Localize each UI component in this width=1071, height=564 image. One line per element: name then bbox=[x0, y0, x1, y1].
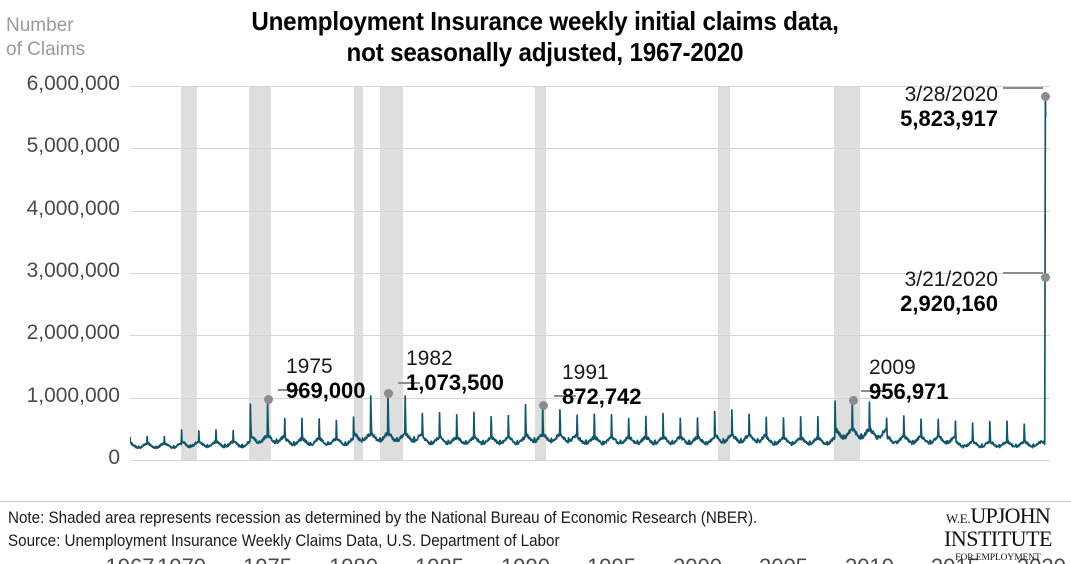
annotation-leader-covid-0328 bbox=[1003, 87, 1043, 89]
x-axis-tick-label: 1990 bbox=[501, 554, 550, 564]
x-axis-tick-label: 1985 bbox=[415, 554, 464, 564]
x-axis-tick-label: 2015 bbox=[931, 554, 980, 564]
x-axis-tick-label: 2010 bbox=[845, 554, 894, 564]
logo-we: W.E. bbox=[946, 511, 971, 526]
annotation-peak-1982: 1982 1,073,500 bbox=[406, 347, 504, 395]
annotation-peak-2009: 2009 956,971 bbox=[869, 356, 949, 404]
annotation-marker-peak-1991 bbox=[539, 401, 549, 411]
footer-divider bbox=[0, 501, 1071, 502]
logo-upjohn: UPJOHN bbox=[970, 503, 1050, 528]
annotation-leader-peak-1982 bbox=[398, 382, 420, 384]
logo-institute: INSTITUTE bbox=[944, 526, 1052, 551]
annotation-marker-peak-2009 bbox=[848, 395, 858, 405]
logo-line-we-upjohn: W.E.UPJOHN bbox=[937, 503, 1059, 528]
annotation-label-peak-2009: 2009 bbox=[869, 356, 916, 379]
footer-note: Note: Shaded area represents recession a… bbox=[8, 509, 758, 527]
annotation-peak-1975: 1975 969,000 bbox=[286, 355, 366, 403]
gridline bbox=[130, 148, 1050, 150]
y-axis-tick-label: 1,000,000 bbox=[26, 383, 120, 407]
annotation-label-peak-1991: 1991 bbox=[562, 361, 609, 384]
x-axis-tick-label: 1980 bbox=[329, 554, 378, 564]
gridline bbox=[130, 86, 1050, 87]
x-axis-tick-label: 2000 bbox=[673, 554, 722, 564]
chart-title-line2: not seasonally adjusted, 1967-2020 bbox=[346, 37, 744, 67]
annotation-marker-covid-0328 bbox=[1041, 92, 1051, 102]
annotation-peak-1991: 1991 872,742 bbox=[562, 361, 642, 409]
annotation-value-covid-0321: 2,920,160 bbox=[900, 291, 998, 316]
annotation-leader-peak-1991 bbox=[554, 395, 576, 397]
annotation-leader-peak-1975 bbox=[278, 389, 300, 391]
plot-area: 6,000,000 5,000,000 4,000,000 3,000,000 2,00… bbox=[27, 72, 1066, 564]
gridline bbox=[130, 210, 1050, 212]
chart-title: Unemployment Insurance weekly initial cl… bbox=[178, 6, 913, 68]
y-axis-title: Number of Claims bbox=[6, 14, 118, 62]
annotation-label-peak-1975: 1975 bbox=[286, 355, 333, 378]
x-axis-tick-label: 2020 bbox=[1017, 554, 1066, 564]
footer-notes: Note: Shaded area represents recession a… bbox=[8, 507, 757, 553]
y-axis-tick-label: 3,000,000 bbox=[26, 259, 120, 282]
x-axis-tick-label: 2005 bbox=[759, 554, 808, 564]
annotation-covid-0321: 3/21/2020 2,920,160 bbox=[843, 268, 998, 316]
gridline bbox=[130, 397, 1050, 399]
annotation-value-peak-2009: 956,971 bbox=[869, 379, 949, 404]
x-axis-tick-label: 1967 bbox=[106, 554, 155, 564]
series-line bbox=[130, 96, 1047, 450]
gridline bbox=[130, 273, 1050, 274]
annotation-value-peak-1975: 969,000 bbox=[286, 378, 366, 403]
annotation-leader-peak-2009 bbox=[861, 390, 883, 392]
y-axis-title-line1: Number bbox=[6, 15, 74, 36]
x-axis-tick-label: 1995 bbox=[587, 554, 636, 564]
annotation-value-peak-1991: 872,742 bbox=[562, 384, 642, 409]
footer-source: Source: Unemployment Insurance Weekly Cl… bbox=[8, 532, 560, 550]
annotation-label-covid-0321: 3/21/2020 bbox=[904, 268, 998, 291]
logo-tagline: FOR EMPLOYMENT RESEARCH bbox=[955, 553, 1041, 563]
x-axis-tick-label: 1970 bbox=[157, 554, 206, 564]
y-axis-tick-label: 5,000,000 bbox=[26, 134, 120, 158]
annotation-covid-0328: 3/28/2020 5,823,917 bbox=[843, 83, 998, 131]
annotation-marker-covid-0321 bbox=[1040, 273, 1050, 283]
annotation-marker-peak-1982 bbox=[384, 388, 394, 398]
y-axis-tick-label: 4,000,000 bbox=[26, 196, 120, 220]
upjohn-institute-logo: W.E.UPJOHN INSTITUTE FOR EMPLOYMENT RESE… bbox=[937, 503, 1059, 564]
y-axis-title-line2: of Claims bbox=[6, 39, 86, 60]
x-axis-tick-label: 1975 bbox=[243, 554, 292, 564]
annotation-label-covid-0328: 3/28/2020 bbox=[904, 83, 998, 106]
annotation-value-covid-0328: 5,823,917 bbox=[900, 106, 998, 131]
y-axis-tick-label: 0 bbox=[108, 446, 120, 469]
y-axis-tick-label: 2,000,000 bbox=[26, 321, 120, 345]
annotation-label-peak-1982: 1982 bbox=[406, 347, 453, 370]
y-axis-tick-label: 6,000,000 bbox=[26, 72, 120, 95]
gridline bbox=[130, 335, 1050, 337]
annotation-leader-covid-0321 bbox=[1003, 272, 1043, 274]
chart-title-line1: Unemployment Insurance weekly initial cl… bbox=[251, 6, 839, 36]
annotation-marker-peak-1975 bbox=[263, 395, 273, 405]
gridline bbox=[130, 460, 1050, 461]
annotation-value-peak-1982: 1,073,500 bbox=[406, 370, 504, 395]
claims-series bbox=[130, 96, 1047, 450]
